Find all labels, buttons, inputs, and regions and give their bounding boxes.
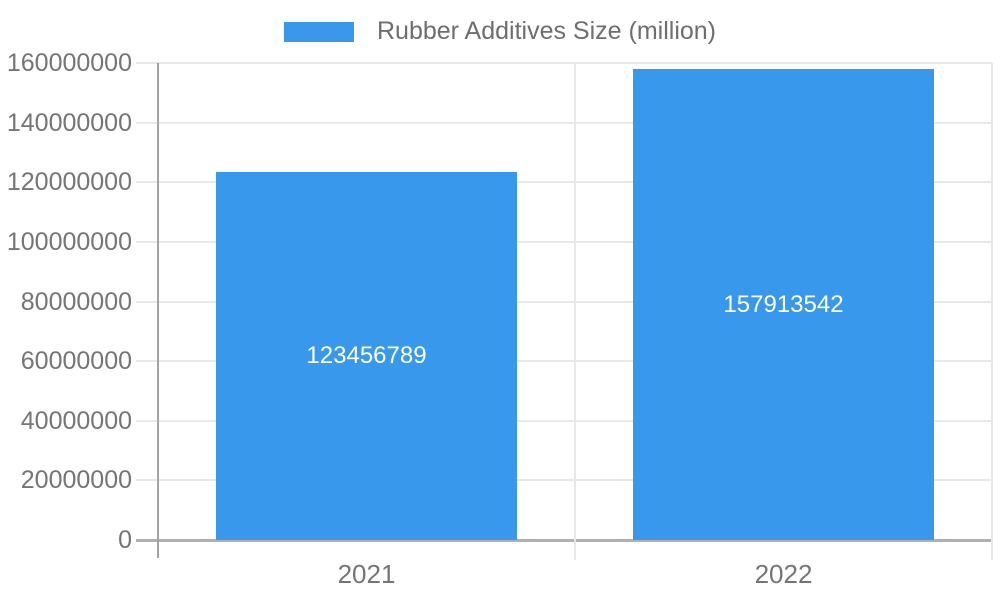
y-axis-tick-label: 20000000 xyxy=(20,466,132,495)
legend-swatch xyxy=(283,21,354,42)
gridline-y xyxy=(136,121,992,124)
y-axis-line xyxy=(157,63,159,558)
gridline-y xyxy=(136,62,992,64)
bar-value-label: 157913542 xyxy=(723,290,844,318)
gridline-y xyxy=(136,479,992,482)
chart-legend: Rubber Additives Size (million) xyxy=(0,17,1000,46)
y-axis-tick-label: 160000000 xyxy=(6,49,132,77)
legend-label: Rubber Additives Size (million) xyxy=(376,17,717,45)
y-axis-tick-label: 140000000 xyxy=(6,108,132,137)
y-axis-tick-label: 120000000 xyxy=(6,168,132,197)
y-axis-tick-label: 60000000 xyxy=(20,347,132,376)
y-axis-tick-label: 0 xyxy=(118,526,132,554)
gridline-y xyxy=(136,419,992,422)
x-axis-category-label: 2021 xyxy=(337,559,396,589)
category-divider-line xyxy=(574,63,576,560)
bar-value-label: 123456789 xyxy=(306,341,427,369)
gridline-y xyxy=(136,240,992,243)
gridline-y xyxy=(136,360,992,363)
y-axis-tick-label: 40000000 xyxy=(20,406,132,435)
bar-2022[interactable] xyxy=(633,69,934,540)
x-axis-category-label: 2022 xyxy=(754,559,813,589)
y-axis-tick-label: 100000000 xyxy=(6,227,132,256)
y-axis-tick-label: 80000000 xyxy=(20,287,132,316)
plot-border-right xyxy=(991,63,993,560)
gridline-y xyxy=(136,181,992,184)
x-axis-baseline xyxy=(136,538,992,542)
bar-2021[interactable] xyxy=(216,171,517,540)
gridline-y xyxy=(136,300,992,303)
